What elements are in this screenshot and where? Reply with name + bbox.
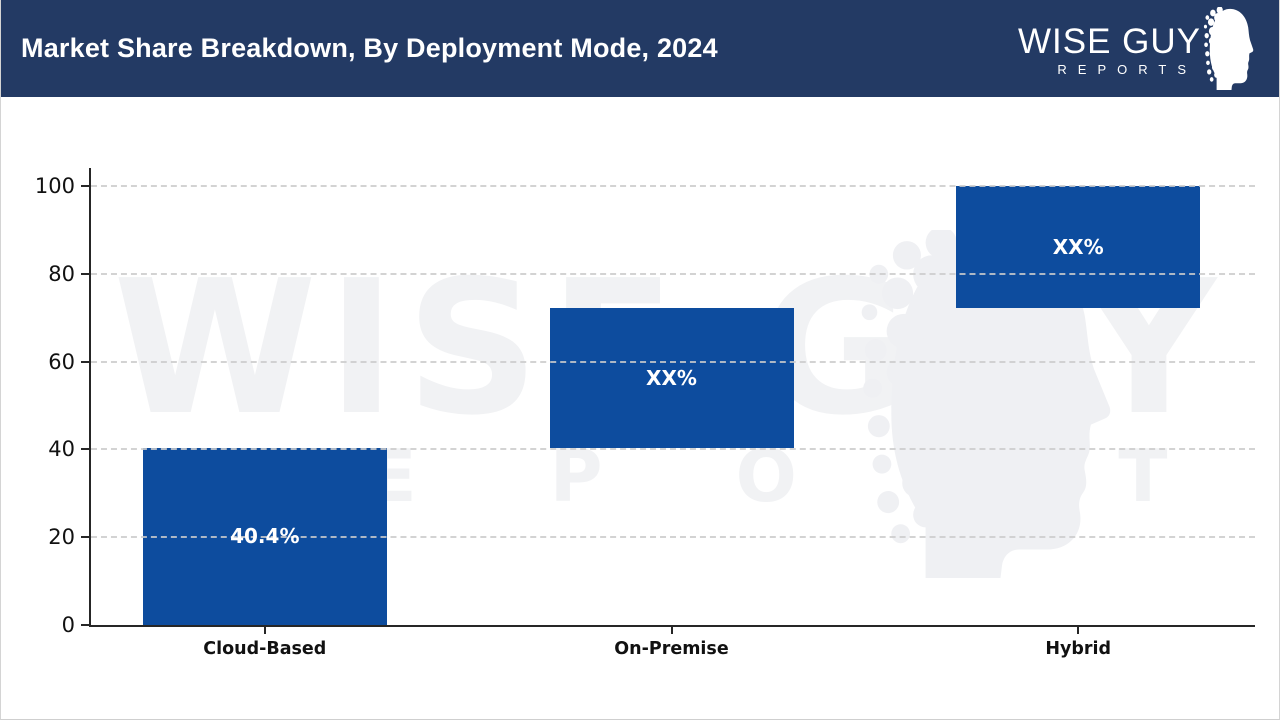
bar-value-label: XX% (646, 365, 697, 390)
y-tick-0 (81, 624, 89, 626)
brand-logo: WISE GUY REPORTS (1017, 0, 1267, 97)
x-tick-2 (1077, 627, 1080, 634)
y-tick-label-40: 40 (48, 437, 75, 462)
y-tick-label-80: 80 (48, 261, 75, 286)
y-gridline-80 (91, 272, 1255, 275)
watermark-head-profile-icon (861, 230, 1111, 578)
bar-on-premise (549, 308, 794, 448)
y-axis-line (89, 168, 91, 627)
header-bar: Market Share Breakdown, By Deployment Mo… (1, 0, 1279, 97)
y-tick-60 (81, 360, 89, 363)
category-label-hybrid: Hybrid (1045, 639, 1112, 659)
brand-wordmark: WISE GUY (1017, 22, 1201, 61)
x-tick-0 (263, 627, 266, 634)
x-axis-line (89, 625, 1255, 627)
y-tick-label-0: 0 (61, 613, 75, 637)
category-label-on-premise: On-Premise (614, 639, 729, 659)
brand-head-profile-icon (1203, 7, 1254, 90)
brand-reports-label: REPORTS (1057, 62, 1197, 77)
y-tick-label-60: 60 (48, 349, 75, 374)
y-tick-80 (81, 272, 89, 275)
y-tick-40 (81, 448, 89, 451)
y-tick-label-20: 20 (48, 525, 75, 550)
y-tick-label-100: 100 (34, 174, 75, 198)
y-gridline-20 (91, 536, 1255, 539)
category-label-cloud-based: Cloud-Based (203, 639, 327, 659)
bar-value-label: 40.4% (230, 524, 300, 549)
page-title: Market Share Breakdown, By Deployment Mo… (21, 33, 718, 63)
y-tick-100 (81, 185, 89, 187)
y-gridline-40 (91, 448, 1255, 451)
y-gridline-60 (91, 360, 1255, 363)
y-gridline-100 (91, 185, 1255, 187)
x-tick-1 (670, 627, 673, 634)
y-tick-20 (81, 536, 89, 539)
bar-value-label: XX% (1052, 235, 1104, 260)
bar-hybrid (956, 186, 1201, 309)
